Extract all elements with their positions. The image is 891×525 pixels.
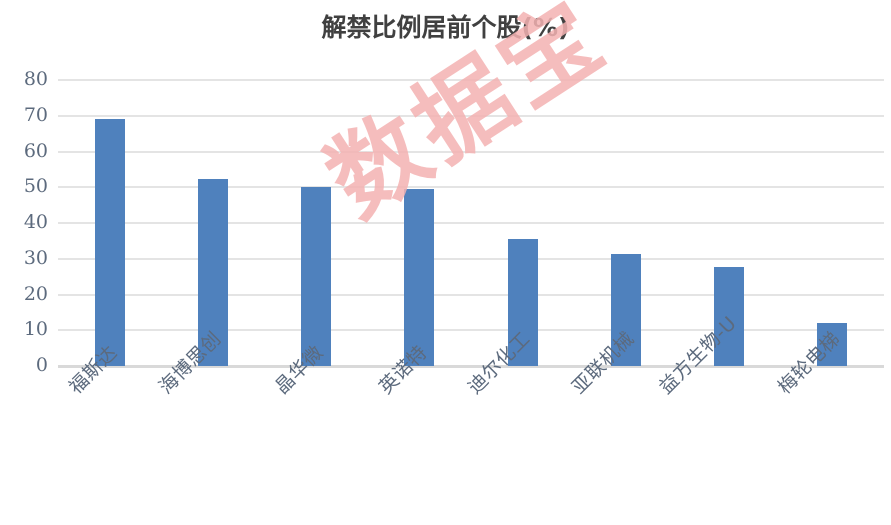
gridline-30 bbox=[58, 257, 884, 260]
y-tick-label: 0 bbox=[35, 354, 48, 376]
y-tick-label: 50 bbox=[23, 175, 48, 198]
y-tick-label: 30 bbox=[23, 246, 48, 269]
gridline-0 bbox=[58, 365, 884, 368]
gridline-60 bbox=[58, 150, 884, 153]
y-tick-label: 70 bbox=[23, 103, 48, 126]
gridline-50 bbox=[58, 186, 884, 189]
bar[interactable] bbox=[714, 266, 745, 366]
bar[interactable] bbox=[817, 323, 848, 366]
bar[interactable] bbox=[610, 254, 641, 366]
gridline-80 bbox=[58, 79, 884, 81]
bar[interactable] bbox=[301, 187, 332, 366]
y-tick-label: 40 bbox=[23, 211, 48, 233]
gridline-70 bbox=[58, 114, 884, 117]
bar[interactable] bbox=[507, 239, 538, 366]
gridline-20 bbox=[58, 293, 884, 296]
gridline-10 bbox=[58, 329, 884, 332]
bar[interactable] bbox=[404, 189, 435, 366]
bar[interactable] bbox=[94, 118, 125, 366]
y-tick-label: 10 bbox=[23, 318, 48, 341]
y-tick-label: 60 bbox=[23, 139, 48, 162]
x-axis-labels: 福斯达 海博思创 晶华微 英诺特 迪尔化工 亚联机械 益方生物-U 梅轮电梯 bbox=[58, 312, 884, 525]
chart-title: 解禁比例居前个股(%) bbox=[321, 13, 570, 42]
plot-area bbox=[58, 79, 884, 368]
gridline-40 bbox=[58, 222, 884, 224]
bar[interactable] bbox=[197, 178, 228, 366]
y-tick-label: 80 bbox=[23, 68, 48, 90]
y-tick-label: 20 bbox=[23, 282, 48, 305]
